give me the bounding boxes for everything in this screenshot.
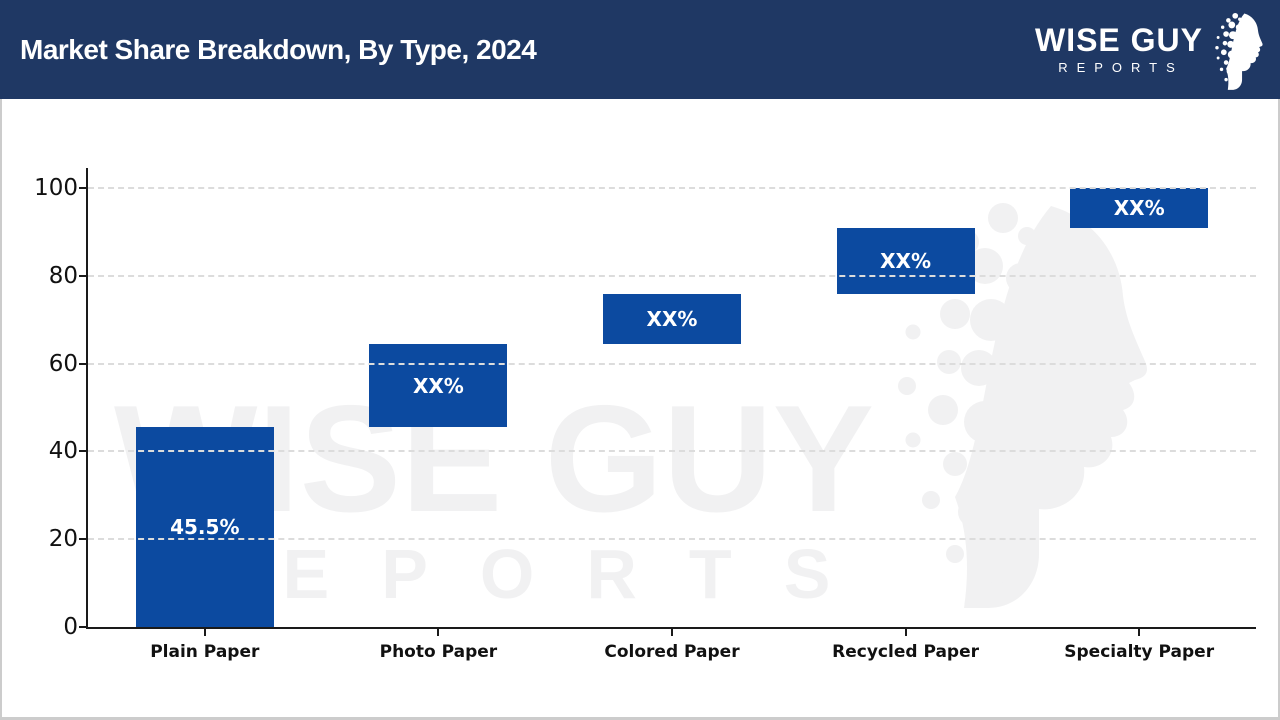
y-tick-60 bbox=[79, 362, 86, 365]
header-bar: Market Share Breakdown, By Type, 2024 WI… bbox=[0, 0, 1280, 99]
y-tick-100 bbox=[79, 187, 86, 190]
gridline-40 bbox=[88, 450, 1256, 453]
bar-photo-paper: XX% bbox=[369, 343, 508, 428]
y-tick-label-80: 80 bbox=[48, 262, 78, 289]
bar-specialty-paper: XX% bbox=[1070, 188, 1209, 228]
x-tick-colored-paper bbox=[671, 629, 673, 636]
gridline-80 bbox=[88, 274, 1256, 277]
gridline-60 bbox=[88, 362, 1256, 365]
page-title: Market Share Breakdown, By Type, 2024 bbox=[20, 33, 537, 65]
bar-plain-paper: 45.5% bbox=[135, 427, 274, 627]
x-tick-label-recycled-paper: Recycled Paper bbox=[832, 642, 980, 662]
gridline-100 bbox=[88, 187, 1256, 190]
bar-value-label: XX% bbox=[880, 249, 932, 274]
x-tick-specialty-paper bbox=[1138, 629, 1141, 636]
bar-colored-paper: XX% bbox=[603, 294, 741, 344]
x-tick-label-photo-paper: Photo Paper bbox=[379, 642, 498, 662]
bar-value-label: 45.5% bbox=[170, 515, 240, 540]
y-tick-label-40: 40 bbox=[48, 438, 78, 465]
y-tick-label-20: 20 bbox=[48, 526, 78, 553]
y-tick-0 bbox=[79, 626, 86, 628]
x-tick-label-colored-paper: Colored Paper bbox=[604, 642, 740, 662]
wise-guy-logo: WISE GUY REPORTS bbox=[1035, 10, 1266, 90]
y-axis-spine bbox=[86, 168, 88, 629]
x-tick-recycled-paper bbox=[904, 629, 907, 636]
watermark-sub-text: REPORTS bbox=[180, 535, 883, 613]
plot-area: 0 20 40 60 80 100 45.5% Plain Paper XX% Photo Pap… bbox=[34, 168, 1256, 662]
bar-recycled-paper: XX% bbox=[836, 227, 975, 295]
y-tick-label-100: 100 bbox=[34, 175, 78, 202]
y-tick-80 bbox=[79, 274, 86, 277]
bar-value-label: XX% bbox=[646, 307, 698, 332]
y-tick-40 bbox=[79, 450, 86, 453]
x-tick-label-plain-paper: Plain Paper bbox=[150, 642, 260, 662]
bar-value-label: XX% bbox=[412, 373, 464, 398]
y-tick-20 bbox=[79, 538, 86, 541]
dotted-head-profile-icon bbox=[1209, 10, 1266, 90]
y-tick-label-0: 0 bbox=[63, 614, 78, 640]
x-tick-label-specialty-paper: Specialty Paper bbox=[1064, 642, 1215, 662]
logo-sub-text: REPORTS bbox=[1058, 60, 1184, 75]
logo-text: WISE GUY REPORTS bbox=[1035, 24, 1203, 75]
gridline-20 bbox=[88, 538, 1256, 541]
y-tick-label-60: 60 bbox=[48, 350, 78, 377]
bar-value-label: XX% bbox=[1113, 195, 1165, 220]
x-axis-spine bbox=[86, 627, 1256, 629]
x-tick-photo-paper bbox=[437, 629, 440, 636]
x-tick-plain-paper bbox=[203, 629, 206, 636]
logo-brand-text: WISE GUY bbox=[1034, 22, 1203, 58]
